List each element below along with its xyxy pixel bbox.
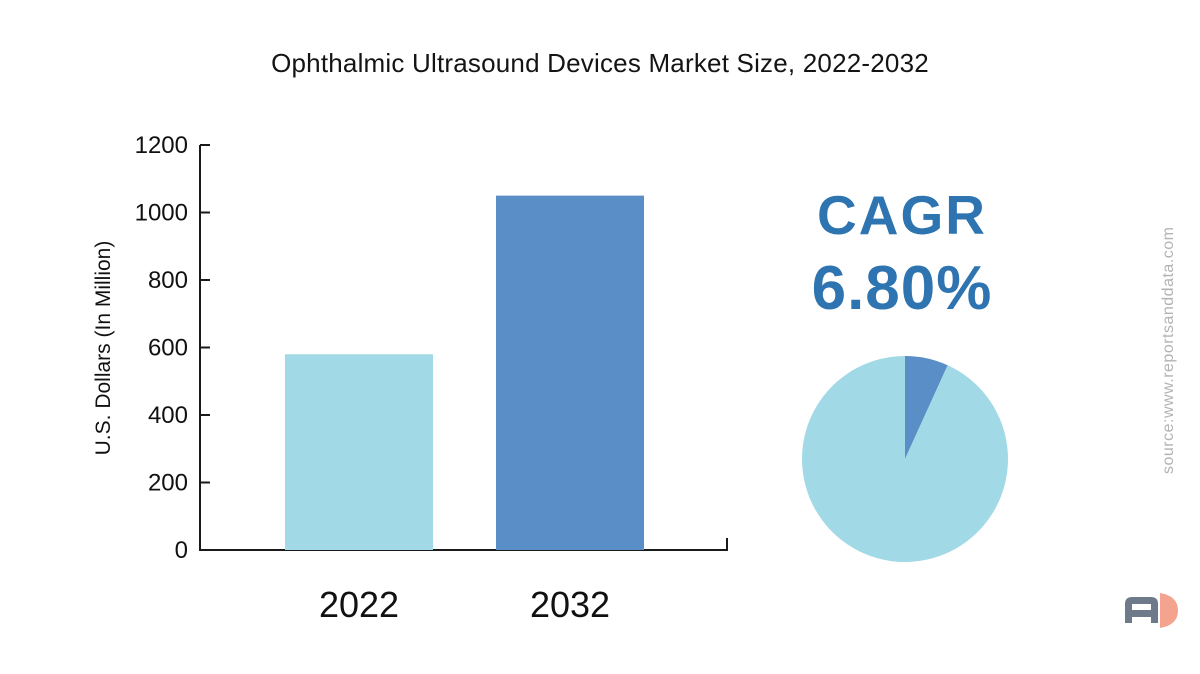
axes-line <box>199 145 728 551</box>
y-tick-label: 400 <box>148 402 188 429</box>
chart-title: Ophthalmic Ultrasound Devices Market Siz… <box>271 48 929 78</box>
brand-logo <box>1125 593 1178 628</box>
y-tick-label: 800 <box>148 267 188 294</box>
source-note: source:www.reportsanddata.com <box>1160 226 1177 474</box>
bar-2032 <box>496 195 644 550</box>
y-tick-label: 600 <box>148 335 188 362</box>
pie-slice-1 <box>802 356 1008 562</box>
pie-slice-0 <box>905 356 948 459</box>
x-tick-label: 2022 <box>319 584 399 625</box>
logo-letter-r-icon <box>1125 597 1158 623</box>
pie-chart <box>802 356 1008 562</box>
logo-letter-d-icon <box>1160 593 1178 628</box>
y-tick-label: 1200 <box>135 132 188 159</box>
y-tick-label: 0 <box>175 537 188 564</box>
bar-chart: 0 200 400 600 800 1000 1200 U.S. Dollars (In Mi… <box>92 132 728 625</box>
cagr-label: CAGR <box>817 184 987 246</box>
x-tick-label: 2032 <box>530 584 610 625</box>
y-tick-label: 1000 <box>135 200 188 227</box>
cagr-value: 6.80% <box>811 254 993 323</box>
bar-2022 <box>285 354 433 550</box>
y-axis-title: U.S. Dollars (In Million) <box>92 241 115 456</box>
y-tick-label: 200 <box>148 470 188 497</box>
